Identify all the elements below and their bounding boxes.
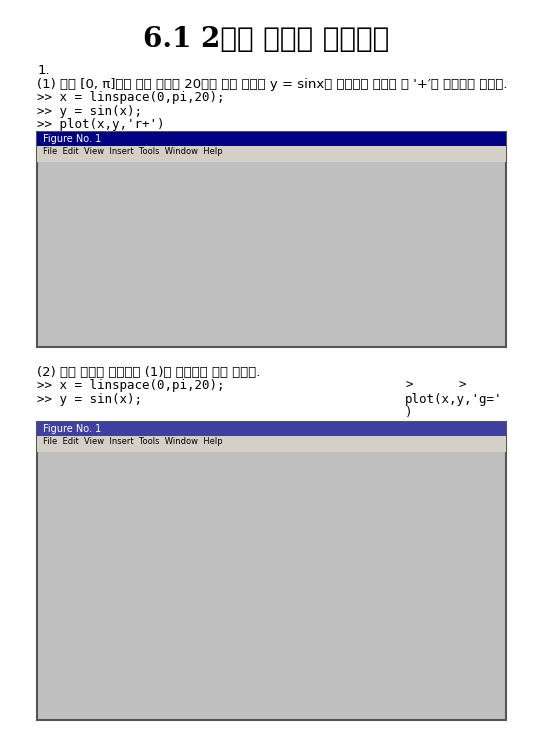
Text: >: >	[405, 379, 413, 392]
Text: File  Edit  View  Insert  Tools  Window  Help: File Edit View Insert Tools Window Help	[43, 437, 222, 446]
Text: 1.: 1.	[37, 64, 50, 77]
Text: Figure No. 1: Figure No. 1	[43, 133, 101, 144]
Text: ): )	[405, 406, 413, 419]
Text: plot(x,y,'g=': plot(x,y,'g='	[405, 393, 503, 406]
Text: >: >	[458, 379, 466, 392]
Text: >> plot(x,y,'r+'): >> plot(x,y,'r+')	[37, 118, 165, 131]
Text: (1) 구간 [0, π]에서 같은 간격의 20개의 점을 이용한 y = sinx의 그래프를 빨강색 점 '+′를 사용하여 그려라.: (1) 구간 [0, π]에서 같은 간격의 20개의 점을 이용한 y = s…	[37, 78, 508, 90]
Text: 6.1 2차원 그래프 연습문제: 6.1 2차원 그래프 연습문제	[143, 26, 390, 54]
Text: (2) 녹색 실선을 사용하며 (1)의 그래프를 그려 보아라.: (2) 녹색 실선을 사용하며 (1)의 그래프를 그려 보아라.	[37, 366, 261, 379]
Text: Figure No. 1: Figure No. 1	[43, 424, 101, 434]
Text: >> x = linspace(0,pi,20);: >> x = linspace(0,pi,20);	[37, 91, 225, 104]
Text: >> y = sin(x);: >> y = sin(x);	[37, 105, 142, 118]
Text: >> x = linspace(0,pi,20);: >> x = linspace(0,pi,20);	[37, 379, 225, 392]
Text: File  Edit  View  Insert  Tools  Window  Help: File Edit View Insert Tools Window Help	[43, 147, 222, 156]
Text: >> y = sin(x);: >> y = sin(x);	[37, 393, 142, 406]
